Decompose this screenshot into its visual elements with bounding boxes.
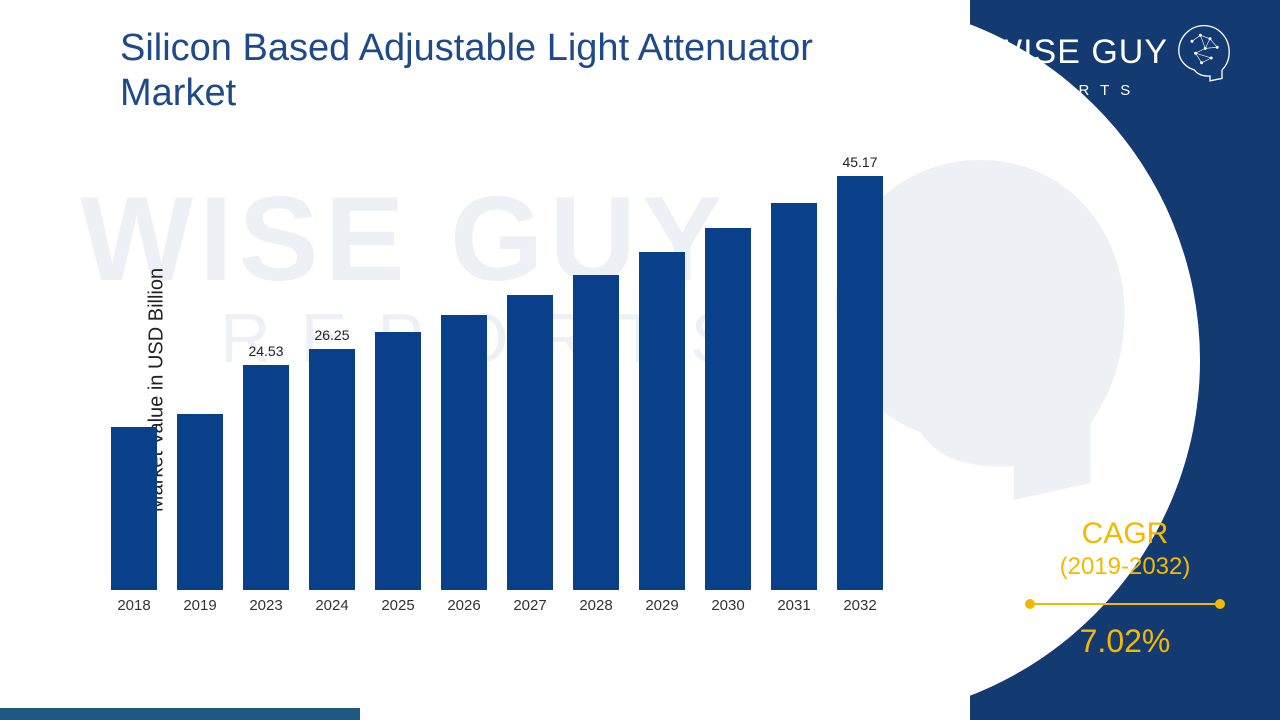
chart-title: Silicon Based Adjustable Light Attenuato… <box>120 26 840 116</box>
logo-subtext: REPORTS <box>992 82 1250 99</box>
x-tick-label: 2024 <box>302 597 362 614</box>
bar <box>309 349 355 590</box>
x-tick-label: 2029 <box>632 597 692 614</box>
plot-region: 2018201924.53202326.25202420252026202720… <box>111 150 905 590</box>
bar <box>177 414 223 590</box>
x-tick-label: 2032 <box>830 597 890 614</box>
bar <box>837 176 883 590</box>
bar <box>639 252 685 590</box>
cagr-title: CAGR <box>1010 517 1240 551</box>
chart-area: Market Value in USD Billion 2018201924.5… <box>95 150 905 630</box>
logo-main-row: WISE GUY <box>990 22 1250 82</box>
x-tick-label: 2026 <box>434 597 494 614</box>
cagr-block: CAGR (2019-2032) 7.02% <box>1010 517 1240 660</box>
x-tick-label: 2027 <box>500 597 560 614</box>
logo-text: WISE GUY <box>990 33 1168 72</box>
bottom-accent-bar <box>0 708 360 720</box>
bar-value-label: 24.53 <box>231 343 301 359</box>
bar-value-label: 45.17 <box>825 154 895 170</box>
bar <box>441 315 487 590</box>
bar <box>507 295 553 590</box>
cagr-divider <box>1030 603 1220 605</box>
chart-canvas: WISE GUY REPORTS Silicon Based Adjustabl… <box>0 0 1280 720</box>
bar <box>705 228 751 590</box>
x-tick-label: 2025 <box>368 597 428 614</box>
cagr-value: 7.02% <box>1010 623 1240 660</box>
bar <box>573 275 619 590</box>
cagr-range: (2019-2032) <box>1010 553 1240 581</box>
x-tick-label: 2023 <box>236 597 296 614</box>
bar <box>111 427 157 590</box>
bar <box>771 203 817 590</box>
bar <box>243 365 289 590</box>
x-tick-label: 2030 <box>698 597 758 614</box>
logo-head-icon <box>1174 22 1234 82</box>
x-tick-label: 2019 <box>170 597 230 614</box>
brand-logo: WISE GUY REPORTS <box>990 22 1250 112</box>
x-tick-label: 2018 <box>104 597 164 614</box>
x-tick-label: 2031 <box>764 597 824 614</box>
x-tick-label: 2028 <box>566 597 626 614</box>
bar-value-label: 26.25 <box>297 327 367 343</box>
bar <box>375 332 421 590</box>
